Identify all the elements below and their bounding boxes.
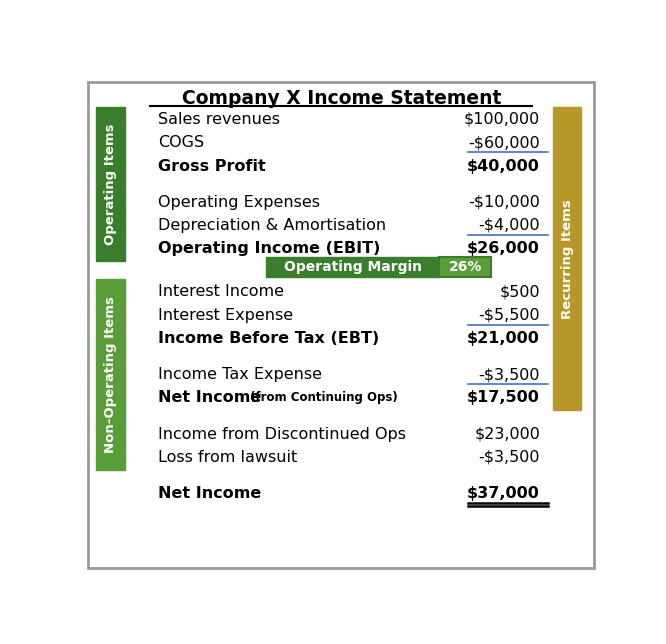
Text: $17,500: $17,500 [467,390,540,406]
Text: $26,000: $26,000 [467,242,540,256]
Text: -$4,000: -$4,000 [478,218,540,233]
Text: -$3,500: -$3,500 [479,367,540,382]
Text: Recurring Items: Recurring Items [561,199,573,319]
Text: Income Before Tax (EBT): Income Before Tax (EBT) [158,331,380,346]
FancyBboxPatch shape [96,279,125,469]
Text: $23,000: $23,000 [474,426,540,442]
Text: -$10,000: -$10,000 [468,194,540,210]
Text: Interest Income: Interest Income [158,285,284,299]
Text: Income from Discontinued Ops: Income from Discontinued Ops [158,426,406,442]
Text: $21,000: $21,000 [467,331,540,346]
Text: $37,000: $37,000 [467,486,540,501]
Text: 26%: 26% [448,260,482,274]
Text: Income Tax Expense: Income Tax Expense [158,367,322,382]
FancyBboxPatch shape [440,257,491,277]
Text: Non-Operating Items: Non-Operating Items [104,296,117,453]
Text: Operating Margin: Operating Margin [284,260,422,274]
Text: -$3,500: -$3,500 [479,450,540,465]
Text: Sales revenues: Sales revenues [158,112,280,127]
Text: Depreciation & Amortisation: Depreciation & Amortisation [158,218,386,233]
Text: Operating Income (EBIT): Operating Income (EBIT) [158,242,380,256]
Text: Net Income: Net Income [158,390,267,406]
Text: COGS: COGS [158,135,204,150]
Text: Operating Expenses: Operating Expenses [158,194,320,210]
Text: $500: $500 [500,285,540,299]
FancyBboxPatch shape [553,107,581,410]
Text: (from Continuing Ops): (from Continuing Ops) [250,392,398,404]
FancyBboxPatch shape [89,82,594,568]
Text: $100,000: $100,000 [464,112,540,127]
Text: -$5,500: -$5,500 [478,308,540,323]
FancyBboxPatch shape [96,107,125,261]
Text: Loss from lawsuit: Loss from lawsuit [158,450,297,465]
Text: -$60,000: -$60,000 [468,135,540,150]
Text: Interest Expense: Interest Expense [158,308,293,323]
Text: Net Income: Net Income [158,486,261,501]
FancyBboxPatch shape [266,257,440,277]
Text: Gross Profit: Gross Profit [158,158,266,173]
Text: $40,000: $40,000 [467,158,540,173]
Text: Operating Items: Operating Items [104,124,117,245]
Text: Company X Income Statement: Company X Income Statement [182,89,501,108]
